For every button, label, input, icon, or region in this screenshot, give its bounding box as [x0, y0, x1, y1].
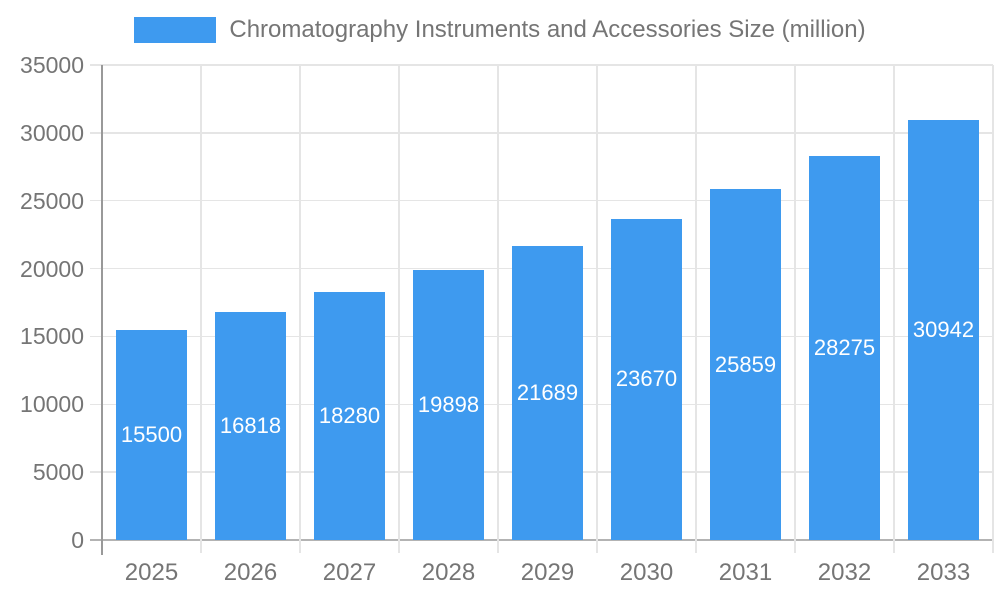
x-tick-label: 2033: [916, 559, 971, 586]
x-tick-label: 2031: [718, 559, 773, 586]
x-tick-label: 2032: [817, 559, 872, 586]
bar: [710, 189, 781, 540]
bar: [809, 156, 880, 540]
y-tick-label: 20000: [20, 255, 84, 282]
bar: [314, 291, 385, 540]
legend-swatch: [134, 17, 217, 43]
y-gridline: [90, 199, 993, 202]
category-gridline: [398, 65, 400, 553]
y-tick-label: 30000: [20, 119, 84, 146]
bar: [908, 120, 979, 540]
category-gridline: [695, 65, 697, 553]
category-gridline: [200, 65, 202, 553]
x-tick-label: 2028: [421, 559, 476, 586]
x-tick-label: 2025: [124, 559, 179, 586]
bar-value-label: 15500: [120, 422, 183, 447]
x-tick-label: 2029: [520, 559, 575, 586]
x-tick-label: 2026: [223, 559, 278, 586]
y-tick-label: 25000: [20, 187, 84, 214]
category-gridline: [497, 65, 499, 553]
bar-value-label: 16818: [219, 413, 282, 438]
category-gridline: [794, 65, 796, 553]
bar-value-label: 21689: [516, 380, 579, 405]
y-tick-label: 10000: [20, 391, 84, 418]
bar-value-label: 28275: [813, 335, 876, 360]
y-tick-label: 0: [71, 527, 84, 553]
bar-value-label: 25859: [714, 352, 777, 377]
bar: [116, 329, 187, 540]
bar-value-label: 19898: [417, 392, 480, 417]
category-gridline: [893, 65, 895, 553]
category-gridline: [992, 65, 994, 553]
y-tick-label: 5000: [32, 459, 84, 486]
y-tick-label: 15000: [20, 323, 84, 350]
bar-value-label: 18280: [318, 403, 381, 428]
bar: [413, 269, 484, 540]
category-gridline: [596, 65, 598, 553]
y-gridline: [90, 64, 993, 66]
y-axis-line: [101, 65, 103, 555]
x-axis-baseline: [90, 539, 993, 541]
bar: [512, 245, 583, 540]
bar: [215, 311, 286, 540]
y-gridline: [90, 132, 993, 134]
x-tick-label: 2030: [619, 559, 674, 586]
legend-title: Chromatography Instruments and Accessori…: [229, 16, 866, 43]
bar: [611, 218, 682, 540]
bar-value-label: 30942: [912, 317, 975, 342]
x-tick-label: 2027: [322, 559, 377, 586]
category-gridline: [299, 65, 301, 553]
chart-legend-item[interactable]: Chromatography Instruments and Accessori…: [0, 14, 1000, 46]
bar-value-label: 23670: [615, 366, 678, 391]
y-tick-label: 35000: [20, 52, 84, 78]
